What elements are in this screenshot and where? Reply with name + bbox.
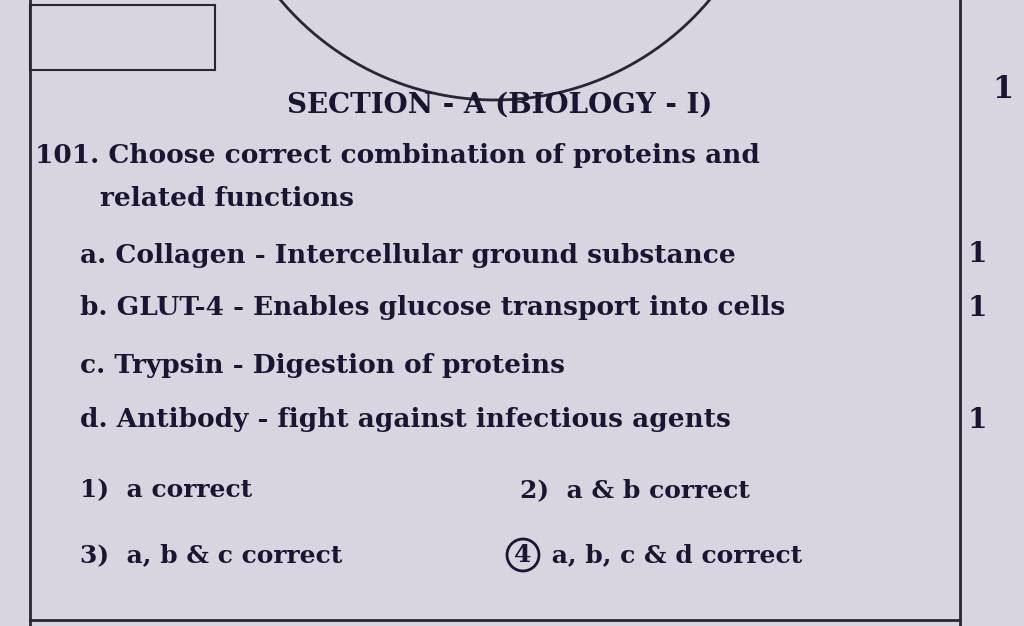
- Text: 1: 1: [992, 74, 1013, 106]
- Text: a, b, c & d correct: a, b, c & d correct: [543, 543, 802, 567]
- FancyBboxPatch shape: [30, 5, 215, 70]
- Text: 1: 1: [968, 242, 987, 269]
- Text: 2)  a & b correct: 2) a & b correct: [520, 478, 750, 502]
- Text: a. Collagen - Intercellular ground substance: a. Collagen - Intercellular ground subst…: [80, 242, 736, 267]
- Text: 1: 1: [968, 406, 987, 433]
- Text: c. Trypsin - Digestion of proteins: c. Trypsin - Digestion of proteins: [80, 352, 565, 377]
- Text: 1: 1: [968, 294, 987, 322]
- Text: 3)  a, b & c correct: 3) a, b & c correct: [80, 543, 342, 567]
- Text: 4: 4: [514, 543, 531, 567]
- Text: 101. Choose correct combination of proteins and: 101. Choose correct combination of prote…: [35, 143, 760, 168]
- Text: SECTION - A (BIOLOGY - I): SECTION - A (BIOLOGY - I): [288, 91, 713, 118]
- Text: 1)  a correct: 1) a correct: [80, 478, 252, 502]
- Text: related functions: related functions: [100, 185, 354, 210]
- Text: b. GLUT-4 - Enables glucose transport into cells: b. GLUT-4 - Enables glucose transport in…: [80, 295, 785, 321]
- Text: d. Antibody - fight against infectious agents: d. Antibody - fight against infectious a…: [80, 408, 731, 433]
